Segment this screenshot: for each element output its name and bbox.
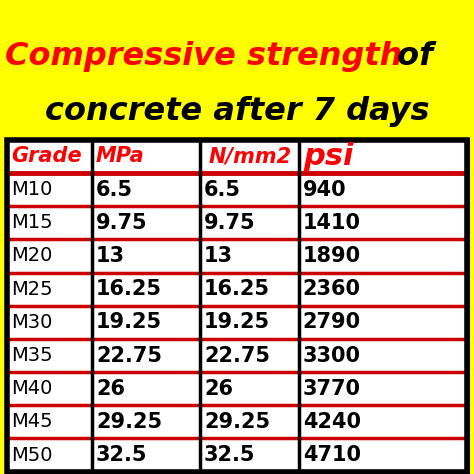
Text: 13: 13 <box>96 246 125 266</box>
Text: concrete after 7 days: concrete after 7 days <box>45 96 429 127</box>
Text: 4240: 4240 <box>303 412 361 432</box>
Text: 19.25: 19.25 <box>96 312 162 332</box>
Bar <box>7 405 467 438</box>
Text: 1890: 1890 <box>303 246 361 266</box>
Bar <box>7 140 467 472</box>
Text: M25: M25 <box>11 280 53 299</box>
Bar <box>7 140 467 472</box>
Text: 6.5: 6.5 <box>204 180 241 200</box>
Text: M40: M40 <box>11 379 52 398</box>
Text: 32.5: 32.5 <box>204 445 255 465</box>
Text: Compressive strength: Compressive strength <box>5 41 402 73</box>
Bar <box>7 273 467 306</box>
Text: 3770: 3770 <box>303 379 361 399</box>
Text: N/mm2: N/mm2 <box>208 146 291 166</box>
Text: psi: psi <box>303 142 353 171</box>
Text: 29.25: 29.25 <box>204 412 270 432</box>
Text: 16.25: 16.25 <box>204 279 270 299</box>
Text: 2790: 2790 <box>303 312 361 332</box>
Bar <box>7 206 467 239</box>
Bar <box>7 239 467 273</box>
Text: 32.5: 32.5 <box>96 445 147 465</box>
Text: 9.75: 9.75 <box>96 213 147 233</box>
Text: 22.75: 22.75 <box>204 346 270 365</box>
Text: M30: M30 <box>11 313 52 332</box>
Bar <box>7 306 467 339</box>
Bar <box>7 372 467 405</box>
Text: 3300: 3300 <box>303 346 361 365</box>
Text: MPa: MPa <box>96 146 145 166</box>
Text: 29.25: 29.25 <box>96 412 162 432</box>
Text: 6.5: 6.5 <box>96 180 133 200</box>
Text: M20: M20 <box>11 246 52 265</box>
Text: 2360: 2360 <box>303 279 361 299</box>
Text: 940: 940 <box>303 180 346 200</box>
Text: 13: 13 <box>204 246 233 266</box>
Text: 22.75: 22.75 <box>96 346 162 365</box>
Text: of: of <box>386 41 433 73</box>
Text: 16.25: 16.25 <box>96 279 162 299</box>
Text: 26: 26 <box>204 379 233 399</box>
Text: 4710: 4710 <box>303 445 361 465</box>
Bar <box>7 339 467 372</box>
Text: M15: M15 <box>11 213 53 232</box>
Text: M50: M50 <box>11 446 53 465</box>
Bar <box>7 438 467 472</box>
Text: 9.75: 9.75 <box>204 213 255 233</box>
Bar <box>7 140 467 173</box>
Text: 19.25: 19.25 <box>204 312 270 332</box>
Text: 1410: 1410 <box>303 213 361 233</box>
Text: 26: 26 <box>96 379 125 399</box>
Text: M45: M45 <box>11 412 53 431</box>
Text: M35: M35 <box>11 346 53 365</box>
Bar <box>7 173 467 206</box>
Text: Grade: Grade <box>11 146 82 166</box>
Text: M10: M10 <box>11 180 52 199</box>
